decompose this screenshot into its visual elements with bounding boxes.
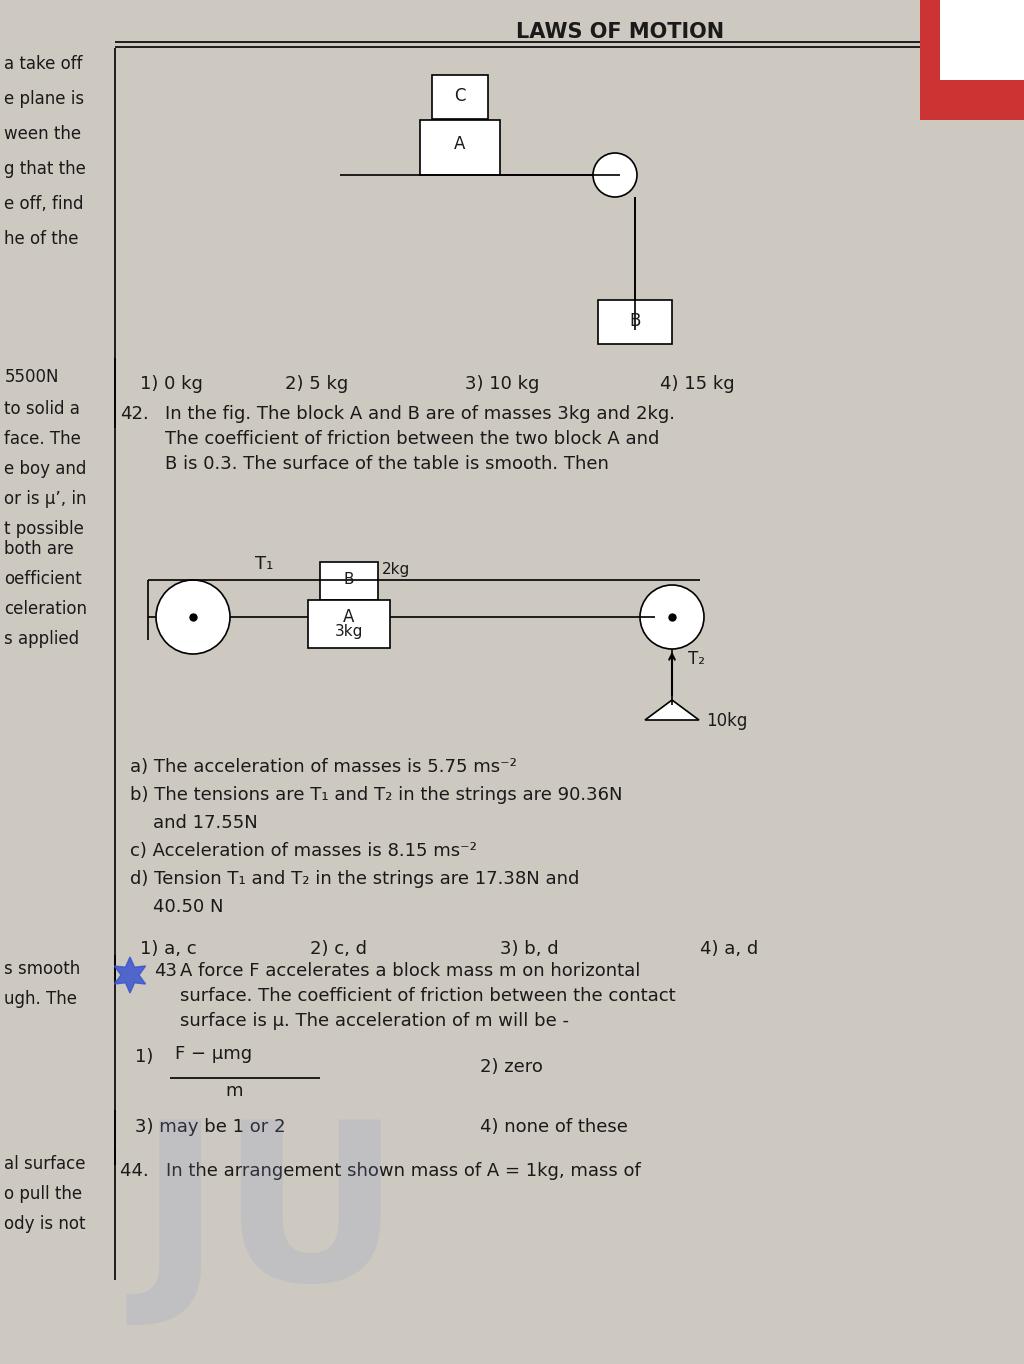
Text: oefficient: oefficient [4, 570, 82, 588]
Circle shape [640, 585, 705, 649]
Text: 2) zero: 2) zero [480, 1058, 543, 1076]
Text: A: A [455, 135, 466, 153]
Text: T₁: T₁ [255, 555, 273, 573]
Polygon shape [645, 700, 699, 720]
Bar [920, 0, 1024, 120]
Text: 2kg: 2kg [382, 562, 411, 577]
Text: 3kg: 3kg [335, 623, 364, 638]
Text: or is μ’, in: or is μ’, in [4, 490, 86, 507]
Text: F − μmg: F − μmg [175, 1045, 252, 1063]
Text: 4) none of these: 4) none of these [480, 1118, 628, 1136]
Text: 1) 0 kg: 1) 0 kg [140, 375, 203, 393]
Text: m: m [225, 1082, 243, 1099]
Text: LAWS OF MOTION: LAWS OF MOTION [516, 22, 724, 42]
Text: s smooth: s smooth [4, 960, 80, 978]
Text: ween the: ween the [4, 125, 81, 143]
Text: both are: both are [4, 540, 74, 558]
Bar [319, 562, 378, 600]
Text: JU: JU [138, 1113, 401, 1327]
Text: t possible: t possible [4, 520, 84, 537]
Text: 4) a, d: 4) a, d [700, 940, 758, 958]
Text: s applied: s applied [4, 630, 79, 648]
Text: a) The acceleration of masses is 5.75 ms⁻²: a) The acceleration of masses is 5.75 ms… [130, 758, 517, 776]
Bar [432, 75, 488, 119]
Text: A force F accelerates a block mass m on horizontal: A force F accelerates a block mass m on … [180, 962, 640, 979]
Text: al surface: al surface [4, 1155, 85, 1173]
Text: 42.: 42. [120, 405, 148, 423]
Text: g that the: g that the [4, 160, 86, 177]
Text: d) Tension T₁ and T₂ in the strings are 17.38N and: d) Tension T₁ and T₂ in the strings are … [130, 870, 580, 888]
Text: o pull the: o pull the [4, 1185, 82, 1203]
Text: 43: 43 [154, 962, 177, 979]
Text: A: A [343, 608, 354, 626]
Text: and 17.55N: and 17.55N [130, 814, 258, 832]
Text: e off, find: e off, find [4, 195, 84, 213]
Text: 1): 1) [135, 1048, 154, 1067]
Text: 40.50 N: 40.50 N [130, 898, 223, 917]
Text: b) The tensions are T₁ and T₂ in the strings are 90.36N: b) The tensions are T₁ and T₂ in the str… [130, 786, 623, 803]
Polygon shape [115, 958, 145, 993]
Text: face. The: face. The [4, 430, 81, 447]
Text: c) Acceleration of masses is 8.15 ms⁻²: c) Acceleration of masses is 8.15 ms⁻² [130, 842, 477, 859]
Circle shape [593, 153, 637, 196]
Text: T₂: T₂ [688, 651, 705, 668]
Text: 2) c, d: 2) c, d [310, 940, 367, 958]
Circle shape [156, 580, 230, 653]
Text: B: B [630, 312, 641, 330]
Text: 3) 10 kg: 3) 10 kg [465, 375, 540, 393]
Bar [420, 120, 500, 175]
Text: ugh. The: ugh. The [4, 990, 77, 1008]
Text: The coefficient of friction between the two block A and: The coefficient of friction between the … [165, 430, 659, 447]
Text: e boy and: e boy and [4, 460, 86, 477]
Text: he of the: he of the [4, 231, 79, 248]
Bar [598, 300, 672, 344]
Text: 10kg: 10kg [706, 712, 748, 730]
Text: In the fig. The block A and B are of masses 3kg and 2kg.: In the fig. The block A and B are of mas… [165, 405, 675, 423]
Text: 2) 5 kg: 2) 5 kg [285, 375, 348, 393]
Text: 3) b, d: 3) b, d [500, 940, 559, 958]
Text: 1) a, c: 1) a, c [140, 940, 197, 958]
Text: B: B [344, 572, 354, 587]
Text: e plane is: e plane is [4, 90, 84, 108]
Text: 4) 15 kg: 4) 15 kg [660, 375, 734, 393]
Text: a take off: a take off [4, 55, 83, 74]
Bar [308, 600, 390, 648]
Text: surface is μ. The acceleration of m will be -: surface is μ. The acceleration of m will… [180, 1012, 569, 1030]
Text: ody is not: ody is not [4, 1215, 85, 1233]
Text: 3) may be 1 or 2: 3) may be 1 or 2 [135, 1118, 286, 1136]
Text: celeration: celeration [4, 600, 87, 618]
Text: surface. The coefficient of friction between the contact: surface. The coefficient of friction bet… [180, 988, 676, 1005]
Text: C: C [455, 87, 466, 105]
Text: to solid a: to solid a [4, 400, 80, 417]
Text: B is 0.3. The surface of the table is smooth. Then: B is 0.3. The surface of the table is sm… [165, 456, 609, 473]
Text: 5500N: 5500N [5, 368, 59, 386]
Text: 44.   In the arrangement shown mass of A = 1kg, mass of: 44. In the arrangement shown mass of A =… [120, 1162, 641, 1180]
Bar [940, 0, 1024, 80]
